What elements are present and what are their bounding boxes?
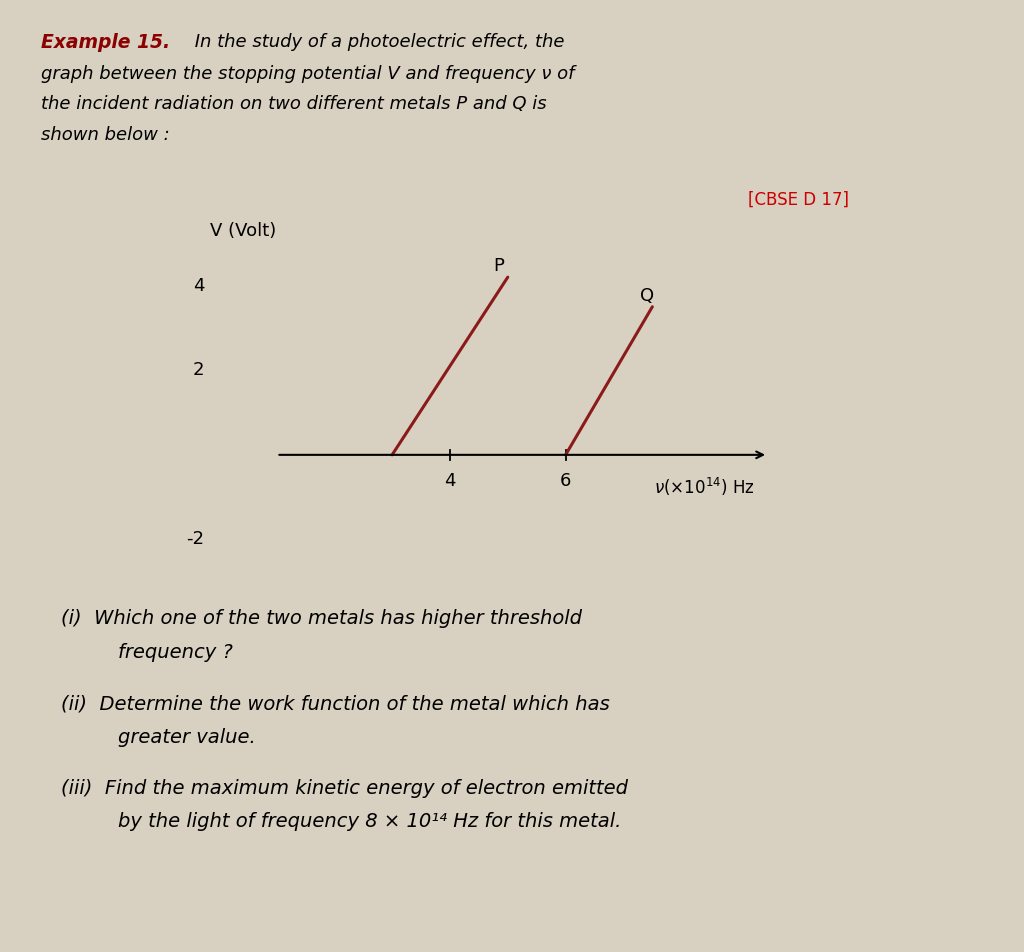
Text: Q: Q	[640, 287, 653, 305]
Text: V (Volt): V (Volt)	[210, 222, 276, 240]
Text: In the study of a photoelectric effect, the: In the study of a photoelectric effect, …	[189, 33, 565, 51]
Text: -2: -2	[186, 530, 204, 548]
Text: greater value.: greater value.	[118, 728, 256, 747]
Text: shown below :: shown below :	[41, 126, 170, 144]
Text: 6: 6	[560, 472, 571, 489]
Text: (iii)  Find the maximum kinetic energy of electron emitted: (iii) Find the maximum kinetic energy of…	[61, 779, 629, 798]
Text: Example 15.: Example 15.	[41, 33, 170, 52]
Text: frequency ?: frequency ?	[118, 643, 232, 662]
Text: 4: 4	[444, 472, 456, 489]
Text: [CBSE D 17]: [CBSE D 17]	[748, 190, 849, 208]
Text: (i)  Which one of the two metals has higher threshold: (i) Which one of the two metals has high…	[61, 609, 583, 628]
Text: graph between the stopping potential V and frequency ν of: graph between the stopping potential V a…	[41, 65, 574, 83]
Text: $\nu(\times 10^{14})$ Hz: $\nu(\times 10^{14})$ Hz	[654, 476, 755, 498]
Text: 2: 2	[193, 361, 204, 379]
Text: P: P	[494, 257, 505, 275]
Text: by the light of frequency 8 × 10¹⁴ Hz for this metal.: by the light of frequency 8 × 10¹⁴ Hz fo…	[118, 812, 622, 831]
Text: 4: 4	[193, 277, 204, 294]
Text: (ii)  Determine the work function of the metal which has: (ii) Determine the work function of the …	[61, 695, 610, 714]
Text: the incident radiation on two different metals P and Q is: the incident radiation on two different …	[41, 95, 547, 113]
